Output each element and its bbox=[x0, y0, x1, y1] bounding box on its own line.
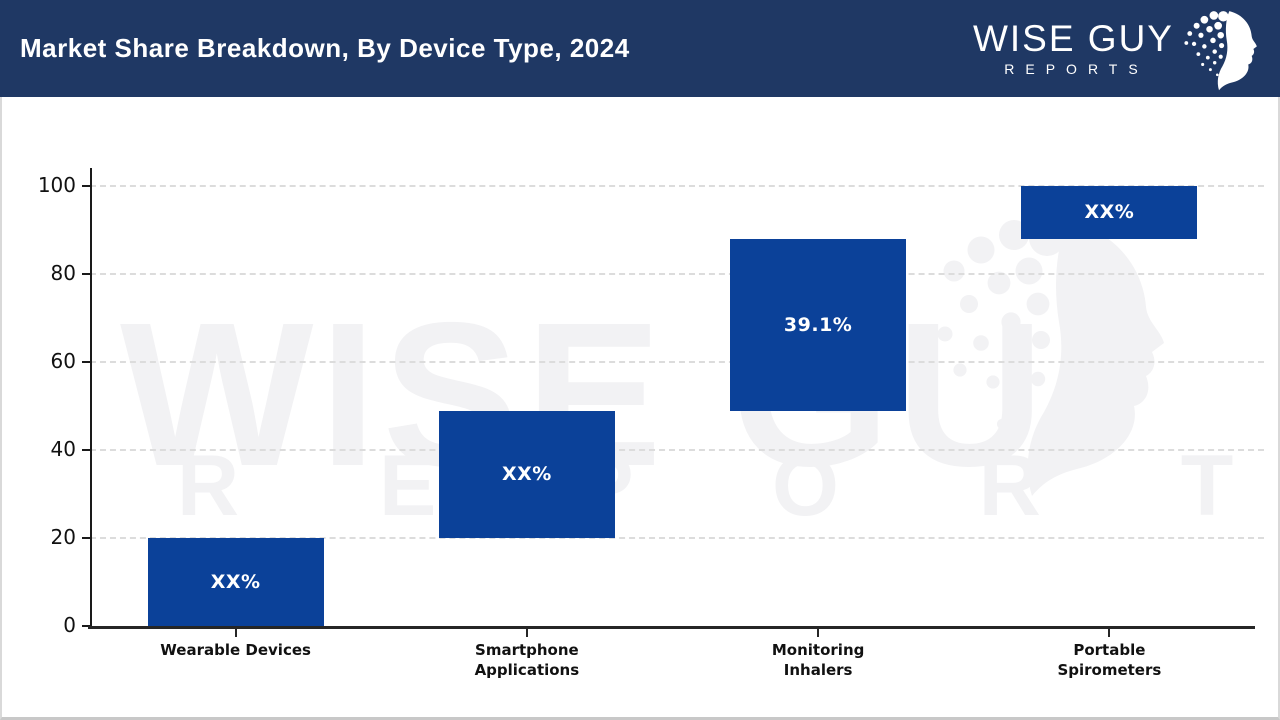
y-axis-tick bbox=[82, 185, 90, 187]
watermark-face-icon bbox=[937, 220, 1164, 496]
page-title: Market Share Breakdown, By Device Type, … bbox=[20, 33, 630, 63]
gridline bbox=[90, 185, 1264, 187]
bar-value-label: XX% bbox=[1084, 201, 1135, 224]
x-axis-tick bbox=[234, 629, 237, 637]
y-tick-label: 0 bbox=[63, 613, 76, 637]
y-axis-tick bbox=[82, 537, 90, 539]
gridline bbox=[90, 361, 1264, 363]
logo-subtitle: REPORTS bbox=[1004, 61, 1149, 77]
y-tick-label: 100 bbox=[37, 173, 76, 197]
wiseguy-logo: WISE GUY REPORTS bbox=[973, 7, 1262, 91]
bar: XX% bbox=[438, 410, 615, 538]
x-axis-tick bbox=[1108, 629, 1111, 637]
header-bar: Market Share Breakdown, By Device Type, … bbox=[0, 0, 1280, 97]
y-axis-tick bbox=[82, 625, 90, 627]
y-tick-label: 20 bbox=[50, 525, 76, 549]
y-tick-label: 80 bbox=[50, 261, 76, 285]
logo-wordmark: WISE GUY bbox=[972, 18, 1174, 59]
y-axis-tick bbox=[82, 273, 90, 275]
gridline bbox=[90, 537, 1264, 539]
gridline bbox=[90, 449, 1264, 451]
x-category-label: Smartphone Applications bbox=[474, 641, 580, 679]
y-tick-label: 40 bbox=[50, 437, 76, 461]
y-axis-tick bbox=[82, 449, 90, 451]
x-axis-tick bbox=[525, 629, 528, 637]
x-category-label: Portable Spirometers bbox=[1057, 641, 1162, 679]
gridline bbox=[90, 273, 1264, 275]
y-tick-label: 60 bbox=[50, 349, 76, 373]
bar-value-label: XX% bbox=[501, 463, 552, 486]
wiseguy-logo-text: WISE GUY REPORTS bbox=[973, 20, 1174, 77]
x-category-label: Monitoring Inhalers bbox=[771, 641, 865, 679]
chart-area: WISE GU R E P O R T S 020406080100XX%Wea… bbox=[0, 97, 1280, 720]
wiseguy-face-icon bbox=[1184, 10, 1257, 90]
x-category-label: Wearable Devices bbox=[160, 641, 311, 659]
x-axis-tick bbox=[817, 629, 820, 637]
bar: 39.1% bbox=[730, 238, 907, 411]
bar-value-label: XX% bbox=[210, 571, 261, 593]
watermark-subtitle: R E P O R T S bbox=[177, 438, 1278, 534]
x-axis-line bbox=[88, 626, 1255, 629]
bar: XX% bbox=[1021, 186, 1198, 239]
y-axis-tick bbox=[82, 361, 90, 363]
bar: XX% bbox=[147, 538, 324, 626]
y-axis-line bbox=[90, 168, 92, 628]
bar-value-label: 39.1% bbox=[783, 313, 853, 336]
